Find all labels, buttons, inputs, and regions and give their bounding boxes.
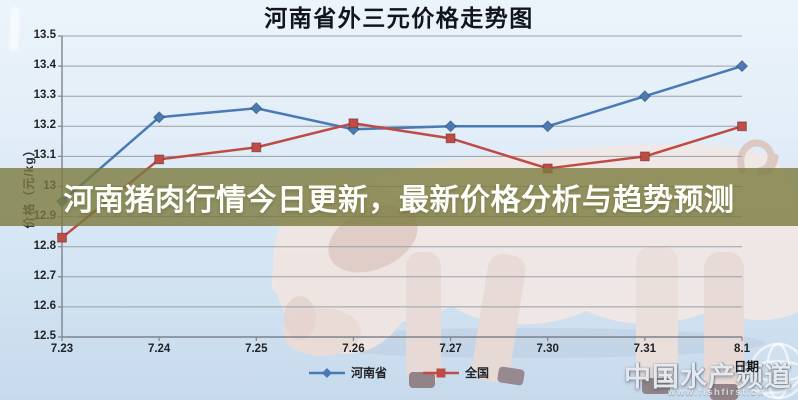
y-tick-label: 13.4 xyxy=(33,59,56,72)
data-point-河南省 xyxy=(152,111,166,124)
x-tick-label: 7.27 xyxy=(439,343,462,355)
x-tick-label: 7.25 xyxy=(245,343,268,355)
chart-title: 河南省外三元价格走势图 xyxy=(264,6,534,31)
legend-marker-henan-icon xyxy=(308,367,345,378)
data-point-全国 xyxy=(445,133,456,144)
data-point-河南省 xyxy=(541,120,554,133)
x-axis-title: 日期 xyxy=(734,360,760,374)
data-point-全国 xyxy=(251,142,262,153)
x-tick-label: 7.31 xyxy=(633,343,657,355)
data-point-全国 xyxy=(154,154,165,165)
headline-banner: 河南猪肉行情今日更新，最新价格分析与趋势预测 xyxy=(0,168,798,226)
watermark-brand: 中国水产频道 xyxy=(624,362,792,392)
x-tick-label: 7.23 xyxy=(50,343,74,355)
watermark-url: www.fishfirst.cn xyxy=(668,387,766,398)
y-tick-label: 13.5 xyxy=(33,29,56,41)
chart-legend: 河南省 全国 xyxy=(308,364,489,381)
data-point-全国 xyxy=(737,121,747,132)
x-tick-label: 7.24 xyxy=(147,343,171,355)
x-tick-label: 7.30 xyxy=(536,343,559,355)
data-point-全国 xyxy=(348,118,359,129)
legend-label-henan: 河南省 xyxy=(350,366,387,380)
globe-watermark-icon xyxy=(746,342,798,400)
y-tick-label: 13.3 xyxy=(33,89,56,102)
x-tick-label: 7.26 xyxy=(342,343,365,355)
y-tick-label: 12.7 xyxy=(33,269,56,282)
data-point-全国 xyxy=(57,232,67,243)
corner-smudge xyxy=(9,6,20,52)
legend-marker-national-icon xyxy=(423,368,459,377)
y-tick-label: 12.8 xyxy=(33,239,56,252)
legend-label-national: 全国 xyxy=(465,366,490,380)
legend-item-national: 全国 xyxy=(423,364,489,381)
data-point-全国 xyxy=(639,151,650,162)
headline-text: 河南猪肉行情今日更新，最新价格分析与趋势预测 xyxy=(63,184,735,217)
legend-item-henan: 河南省 xyxy=(308,364,387,381)
y-tick-label: 13.1 xyxy=(33,149,56,162)
data-point-河南省 xyxy=(444,120,457,133)
y-tick-label: 12.5 xyxy=(33,330,56,342)
data-point-河南省 xyxy=(735,59,749,73)
data-point-河南省 xyxy=(250,102,263,115)
x-tick-label: 8.1 xyxy=(734,343,750,355)
y-tick-label: 13.2 xyxy=(33,119,56,132)
data-point-河南省 xyxy=(638,89,652,103)
y-tick-label: 12.6 xyxy=(33,299,56,312)
